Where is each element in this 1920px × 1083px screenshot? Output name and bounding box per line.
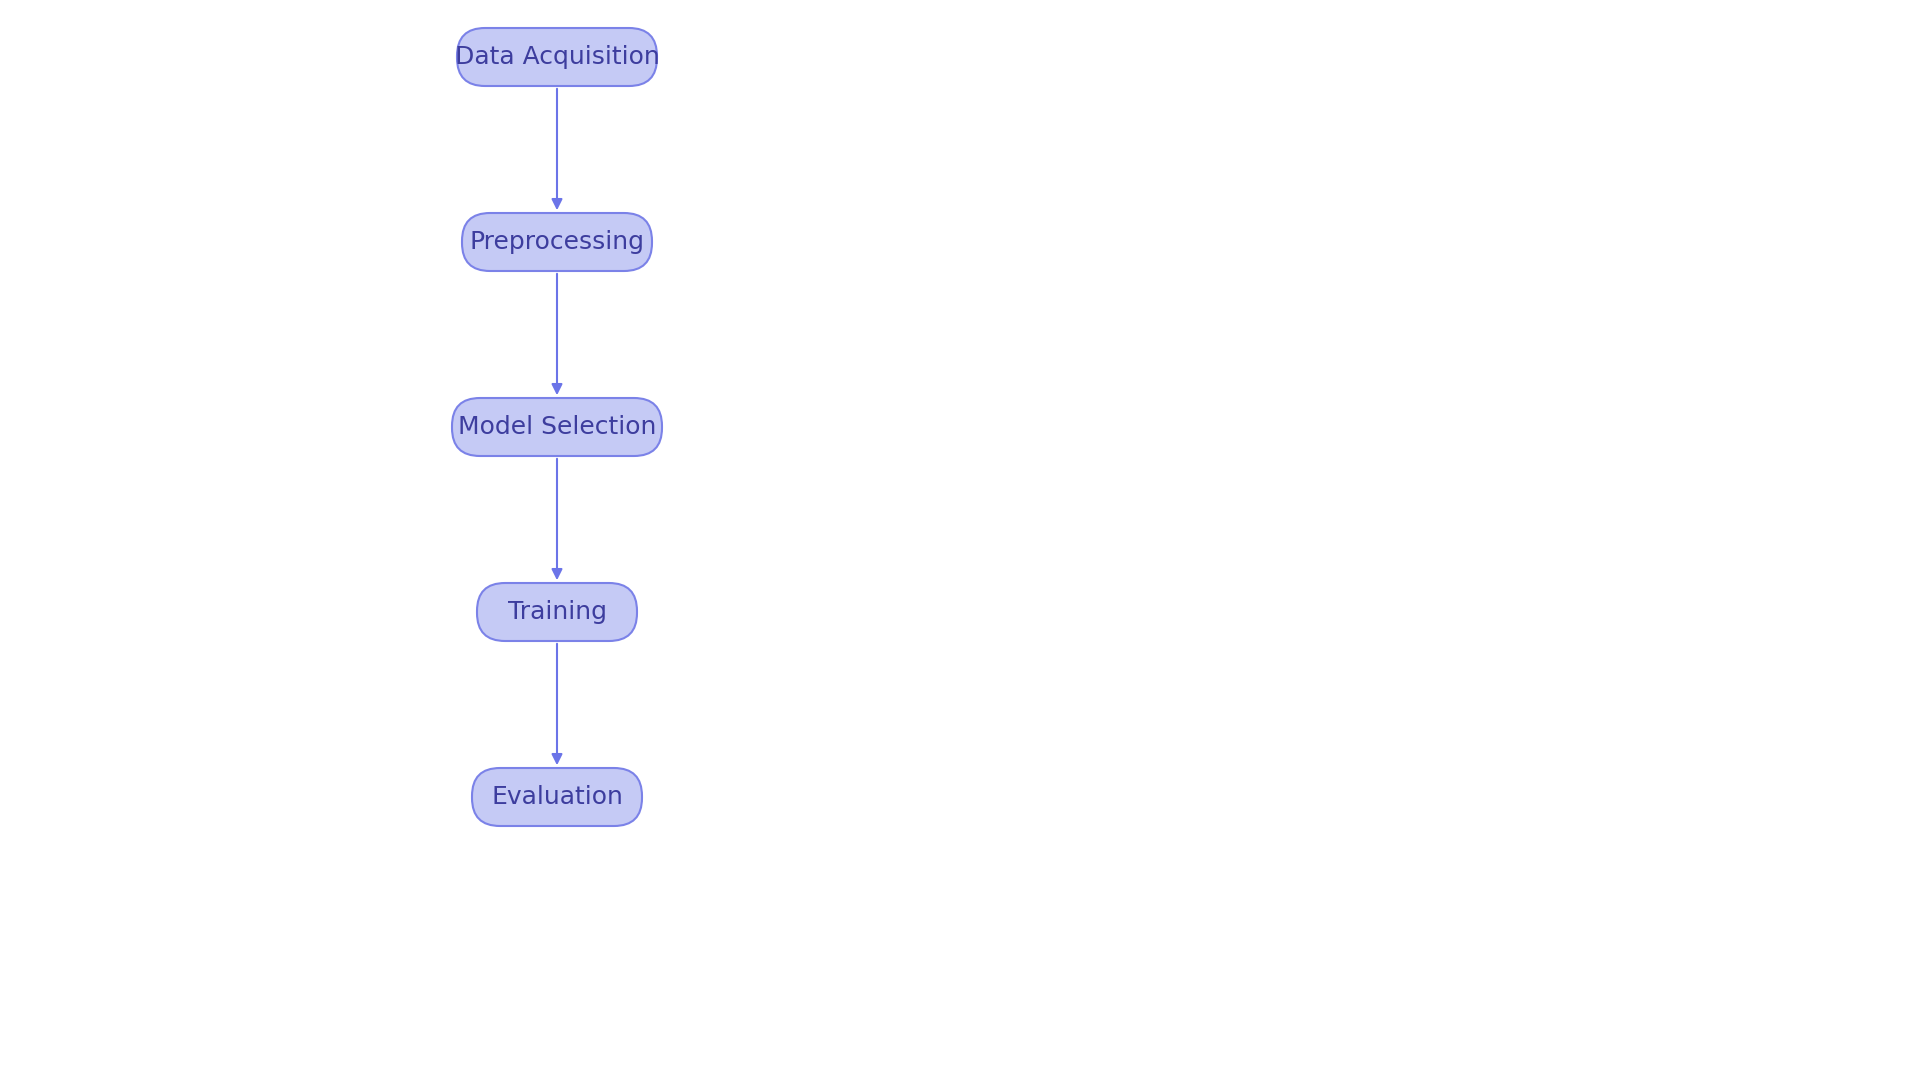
Text: Evaluation: Evaluation	[492, 785, 622, 809]
Text: Model Selection: Model Selection	[457, 415, 657, 439]
FancyBboxPatch shape	[472, 768, 641, 826]
FancyBboxPatch shape	[476, 583, 637, 641]
FancyBboxPatch shape	[451, 397, 662, 456]
FancyBboxPatch shape	[463, 213, 653, 271]
Text: Data Acquisition: Data Acquisition	[455, 45, 659, 69]
Text: Preprocessing: Preprocessing	[470, 230, 645, 255]
Text: Training: Training	[507, 600, 607, 624]
FancyBboxPatch shape	[457, 28, 657, 86]
